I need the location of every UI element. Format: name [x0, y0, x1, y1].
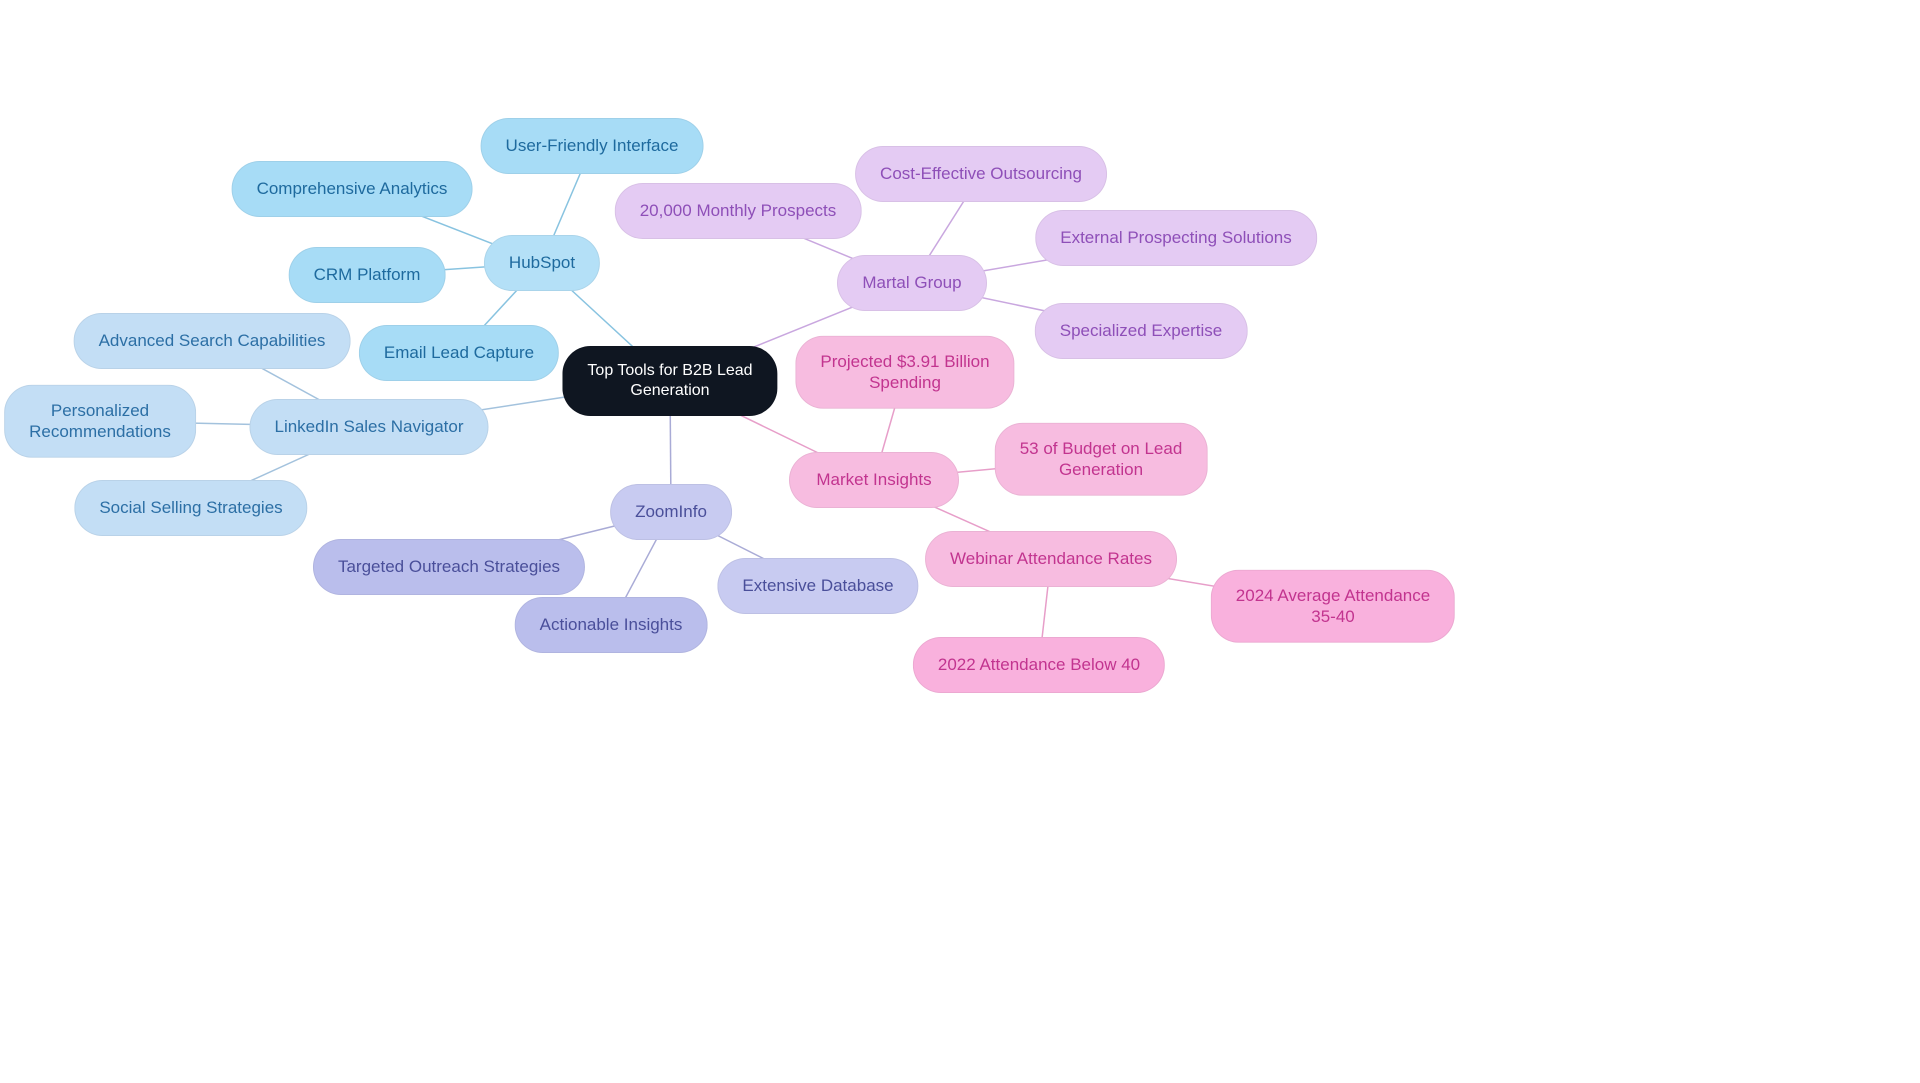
mindmap-canvas: Top Tools for B2B Lead Generation HubSpot… [0, 0, 1920, 1083]
node-label: LinkedIn Sales Navigator [274, 416, 463, 437]
node-label: CRM Platform [314, 264, 421, 285]
node-label: Actionable Insights [540, 614, 683, 635]
node-martal: Martal Group [837, 255, 987, 311]
node-label: Projected $3.91 Billion Spending [820, 351, 989, 394]
node-label: Personalized Recommendations [29, 400, 171, 443]
node-label: Comprehensive Analytics [257, 178, 448, 199]
node-hubspot: HubSpot [484, 235, 600, 291]
node-label: External Prospecting Solutions [1060, 227, 1292, 248]
node-mg_external: External Prospecting Solutions [1035, 210, 1317, 266]
node-label: Specialized Expertise [1060, 320, 1223, 341]
node-label: Social Selling Strategies [99, 497, 282, 518]
node-label: Email Lead Capture [384, 342, 534, 363]
node-mg_special: Specialized Expertise [1035, 303, 1248, 359]
node-li_search: Advanced Search Capabilities [74, 313, 351, 369]
node-mi_2024: 2024 Average Attendance 35-40 [1211, 570, 1455, 643]
node-hs_ui: User-Friendly Interface [481, 118, 704, 174]
node-hs_analytics: Comprehensive Analytics [232, 161, 473, 217]
node-hs_email: Email Lead Capture [359, 325, 559, 381]
node-linkedin: LinkedIn Sales Navigator [249, 399, 488, 455]
node-label: Cost-Effective Outsourcing [880, 163, 1082, 184]
node-zoominfo: ZoomInfo [610, 484, 732, 540]
node-label: 20,000 Monthly Prospects [640, 200, 837, 221]
node-label: Market Insights [816, 469, 931, 490]
node-label: Webinar Attendance Rates [950, 548, 1152, 569]
node-mg_prospects: 20,000 Monthly Prospects [615, 183, 862, 239]
node-label: 2022 Attendance Below 40 [938, 654, 1140, 675]
node-label: Advanced Search Capabilities [99, 330, 326, 351]
node-zi_outreach: Targeted Outreach Strategies [313, 539, 585, 595]
node-center: Top Tools for B2B Lead Generation [562, 346, 777, 416]
node-label: Extensive Database [742, 575, 893, 596]
node-li_reco: Personalized Recommendations [4, 385, 196, 458]
node-zi_db: Extensive Database [717, 558, 918, 614]
node-label: User-Friendly Interface [506, 135, 679, 156]
node-mi_2022: 2022 Attendance Below 40 [913, 637, 1165, 693]
node-label: Top Tools for B2B Lead Generation [587, 361, 752, 401]
node-label: 53 of Budget on Lead Generation [1020, 438, 1183, 481]
node-mg_cost: Cost-Effective Outsourcing [855, 146, 1107, 202]
node-zi_insights: Actionable Insights [515, 597, 708, 653]
node-li_social: Social Selling Strategies [74, 480, 307, 536]
node-mi_webinar: Webinar Attendance Rates [925, 531, 1177, 587]
node-label: Targeted Outreach Strategies [338, 556, 560, 577]
node-mi_spend: Projected $3.91 Billion Spending [795, 336, 1014, 409]
node-label: Martal Group [862, 272, 961, 293]
node-label: 2024 Average Attendance 35-40 [1236, 585, 1430, 628]
node-hs_crm: CRM Platform [289, 247, 446, 303]
node-label: ZoomInfo [635, 501, 707, 522]
node-label: HubSpot [509, 252, 575, 273]
node-mi_budget: 53 of Budget on Lead Generation [995, 423, 1208, 496]
node-market: Market Insights [789, 452, 959, 508]
